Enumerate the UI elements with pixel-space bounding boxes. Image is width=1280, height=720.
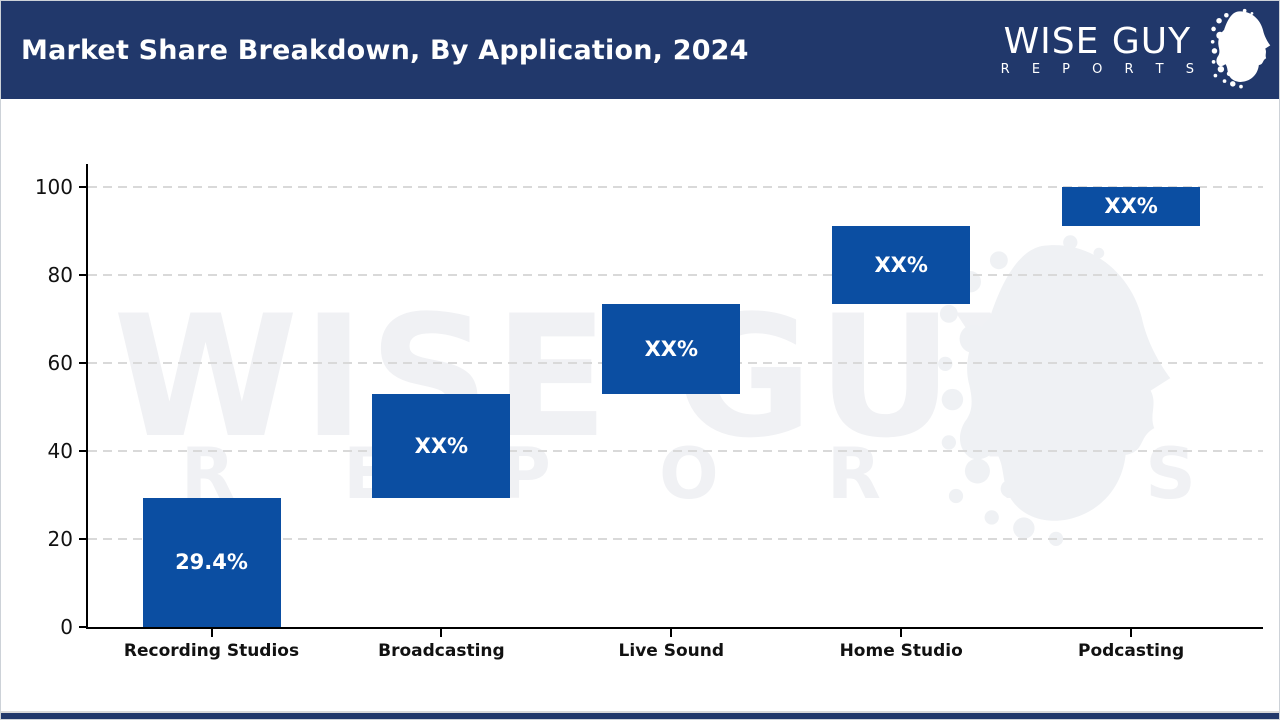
y-tick-label-40: 40: [47, 439, 73, 463]
x-tick-mark-0: [210, 629, 213, 637]
wiseguy-logo: WISE GUY R E P O R T S: [992, 8, 1273, 92]
y-tick-mark-80: [79, 274, 88, 276]
x-category-label-4: Podcasting: [1077, 641, 1185, 661]
bar-value-label: XX%: [874, 252, 928, 277]
bar-live-sound: XX%: [602, 304, 741, 394]
bar-recording-studios: 29.4%: [142, 497, 281, 627]
x-axis: [86, 627, 1263, 629]
watermark-wordmark: WISE GUY: [113, 279, 1084, 475]
y-tick-mark-20: [79, 538, 88, 540]
bar-broadcasting: XX%: [372, 393, 511, 498]
page-title: Market Share Breakdown, By Application, …: [21, 34, 749, 66]
gridline-20: [88, 538, 1263, 540]
header-bar: Market Share Breakdown, By Application, …: [1, 1, 1279, 99]
bar-home-studio: XX%: [832, 225, 971, 305]
y-tick-label-20: 20: [47, 527, 73, 551]
x-category-label-0: Recording Studios: [123, 641, 300, 661]
wiseguy-logo-text: WISE GUY R E P O R T S: [992, 20, 1203, 78]
bar-value-label: XX%: [1104, 194, 1158, 219]
bar-value-label: XX%: [414, 433, 469, 458]
gridline-40: [88, 450, 1263, 452]
y-tick-mark-60: [79, 362, 88, 364]
x-tick-mark-1: [440, 629, 443, 637]
y-tick-label-60: 60: [47, 351, 73, 375]
y-tick-mark-0: [79, 626, 88, 628]
x-tick-mark-4: [1130, 629, 1133, 637]
x-category-label-2: Live Sound: [618, 641, 725, 661]
logo-subtitle: R E P O R T S: [1000, 62, 1203, 78]
x-category-label-3: Home Studio: [839, 641, 963, 661]
wiseguy-head-icon: [1209, 8, 1273, 92]
y-axis: [86, 164, 88, 629]
y-tick-mark-40: [79, 450, 88, 452]
y-tick-label-0: 0: [60, 615, 73, 639]
x-tick-mark-3: [900, 629, 903, 637]
watermark-subtitle: R E P O R T S: [181, 433, 1238, 515]
logo-wordmark: WISE GUY: [1003, 20, 1192, 62]
y-tick-mark-100: [79, 186, 88, 188]
gridline-100: [88, 186, 1263, 188]
bar-value-label: 29.4%: [175, 550, 248, 575]
bar-podcasting: XX%: [1062, 187, 1201, 226]
y-tick-label-100: 100: [34, 175, 73, 199]
footer-bar: [1, 711, 1279, 719]
y-tick-label-80: 80: [47, 263, 73, 287]
x-category-label-1: Broadcasting: [378, 641, 505, 661]
x-tick-mark-2: [670, 629, 673, 637]
bar-value-label: XX%: [644, 336, 699, 361]
gridline-80: [88, 274, 1263, 276]
